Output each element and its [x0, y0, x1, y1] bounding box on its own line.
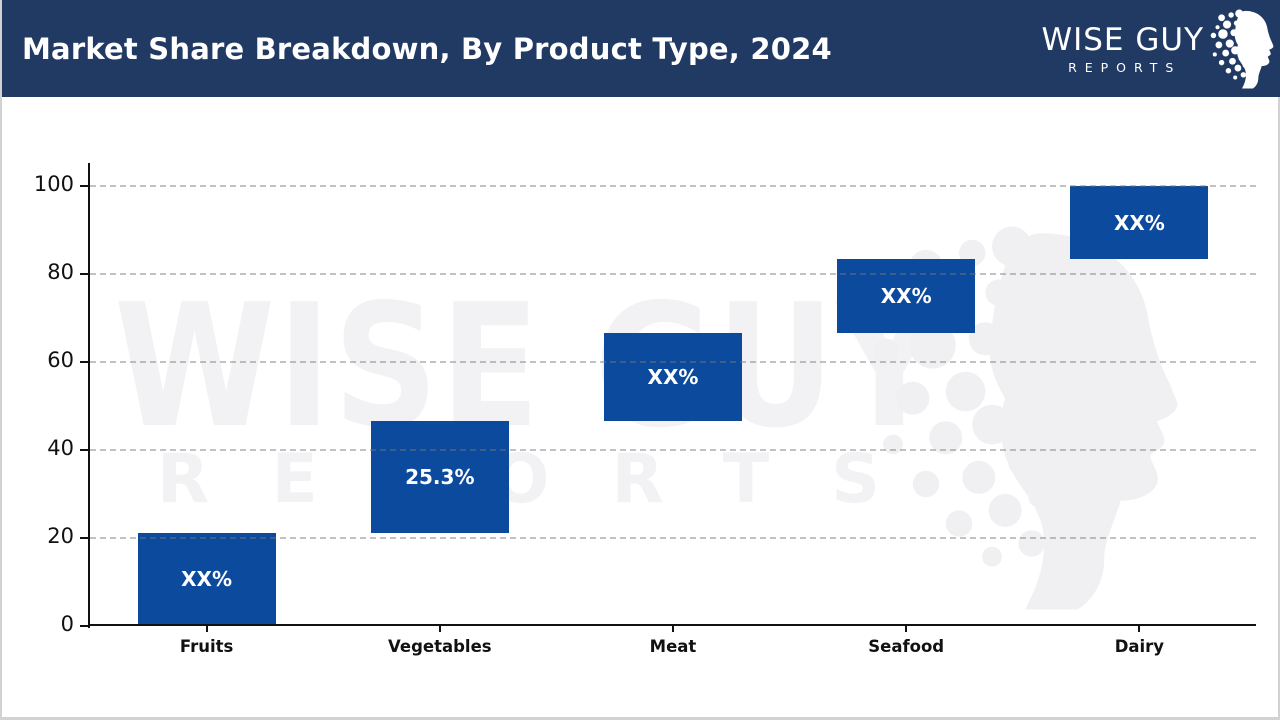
y-tick-label: 60 [47, 348, 74, 372]
gridline [90, 185, 1256, 187]
chart-title: Market Share Breakdown, By Product Type,… [22, 31, 832, 66]
y-axis-line [88, 163, 90, 628]
x-category-label: Fruits [179, 637, 234, 656]
bar-value-label: XX% [647, 364, 699, 389]
y-tick-label: 80 [47, 260, 74, 284]
gridline [90, 537, 1256, 539]
x-category-label: Vegetables [388, 637, 492, 656]
y-tick-mark [80, 449, 88, 451]
logo-text: WISE GUY REPORTS [1041, 23, 1204, 74]
x-category-label: Dairy [1114, 637, 1165, 656]
logo-wordmark: WISE GUY [1041, 22, 1204, 59]
logo-face-icon [1210, 9, 1274, 89]
bar: 25.3% [370, 421, 509, 533]
x-tick-mark [205, 626, 208, 632]
y-tick-label: 40 [47, 436, 74, 460]
x-tick-mark [672, 626, 674, 632]
x-axis-line [88, 624, 1256, 626]
bar: XX% [137, 532, 276, 626]
x-category-label: Meat [649, 637, 697, 656]
gridline [90, 449, 1256, 451]
y-tick-mark [80, 273, 88, 275]
gridline [90, 273, 1256, 275]
wiseguy-logo: WISE GUY REPORTS [1041, 4, 1276, 94]
bar-value-label: 25.3% [405, 465, 475, 490]
bar-value-label: XX% [181, 567, 233, 592]
bar: XX% [604, 332, 742, 422]
bar-value-label: XX% [880, 283, 932, 308]
x-tick-mark [438, 626, 441, 632]
y-tick-label: 0 [60, 612, 74, 636]
plot-area: 0 20 40 60 80 100 XX% Fruits 25.3% Vegetables XX% M… [34, 163, 1256, 656]
watermark-subtext: REPORTS [157, 440, 943, 519]
y-tick-mark [80, 625, 88, 627]
logo-subtext: REPORTS [1068, 59, 1182, 75]
y-tick-mark [80, 537, 88, 539]
header-bar: Market Share Breakdown, By Product Type,… [2, 0, 1280, 97]
y-tick-mark [80, 185, 88, 187]
y-tick-label: 20 [47, 524, 74, 548]
gridline [90, 361, 1256, 363]
x-tick-mark [905, 626, 908, 632]
y-tick-mark [80, 361, 88, 363]
watermark-wordmark: WISE GUY [114, 268, 945, 466]
x-category-label: Seafood [868, 637, 945, 656]
x-tick-mark [1138, 626, 1141, 632]
y-tick-label: 100 [33, 172, 74, 196]
bar: XX% [1070, 186, 1209, 260]
bar: XX% [837, 259, 976, 333]
bar-value-label: XX% [1113, 210, 1165, 235]
